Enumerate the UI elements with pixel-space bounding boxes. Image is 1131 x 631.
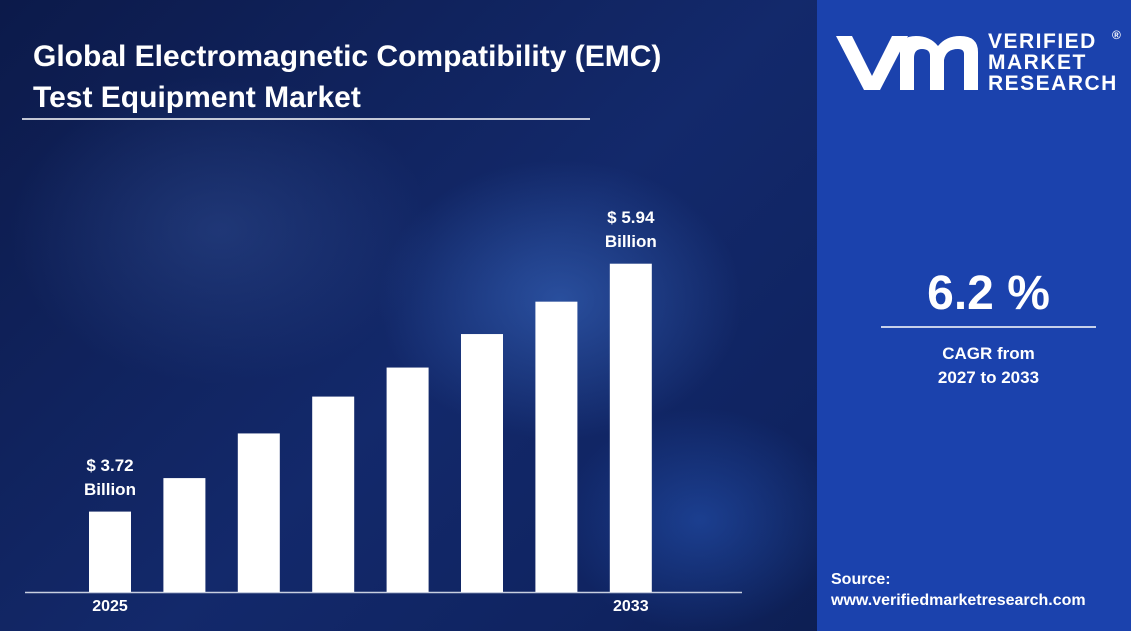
logo-mark: ® xyxy=(1112,28,1121,42)
logo-shape xyxy=(836,36,978,90)
source-url: www.verifiedmarketresearch.com xyxy=(831,592,1086,609)
bar xyxy=(89,511,131,592)
logo-text: RESEARCH xyxy=(988,72,1118,95)
cagr-label: CAGR from 2027 to 2033 xyxy=(937,344,1040,387)
bar xyxy=(312,396,355,592)
value-label: $ 5.94 Billion xyxy=(604,207,657,251)
cagr-value: 6.2 % xyxy=(927,267,1050,320)
x-tick-label: 2025 xyxy=(92,598,128,615)
bar xyxy=(237,433,280,592)
bar xyxy=(609,263,652,592)
bar xyxy=(461,334,503,592)
source-label: Source: xyxy=(831,571,891,588)
chart-title: Global Electromagnetic Compatibility (EM… xyxy=(33,40,662,114)
side-panel xyxy=(817,0,1131,631)
x-tick-label: 2033 xyxy=(613,598,649,615)
bar xyxy=(163,478,206,592)
logo-text: VERIFIED xyxy=(988,30,1097,53)
logo-text: MARKET xyxy=(988,51,1087,74)
bar xyxy=(386,367,429,592)
value-label: $ 3.72 Billion xyxy=(84,455,136,499)
bar xyxy=(535,301,578,592)
